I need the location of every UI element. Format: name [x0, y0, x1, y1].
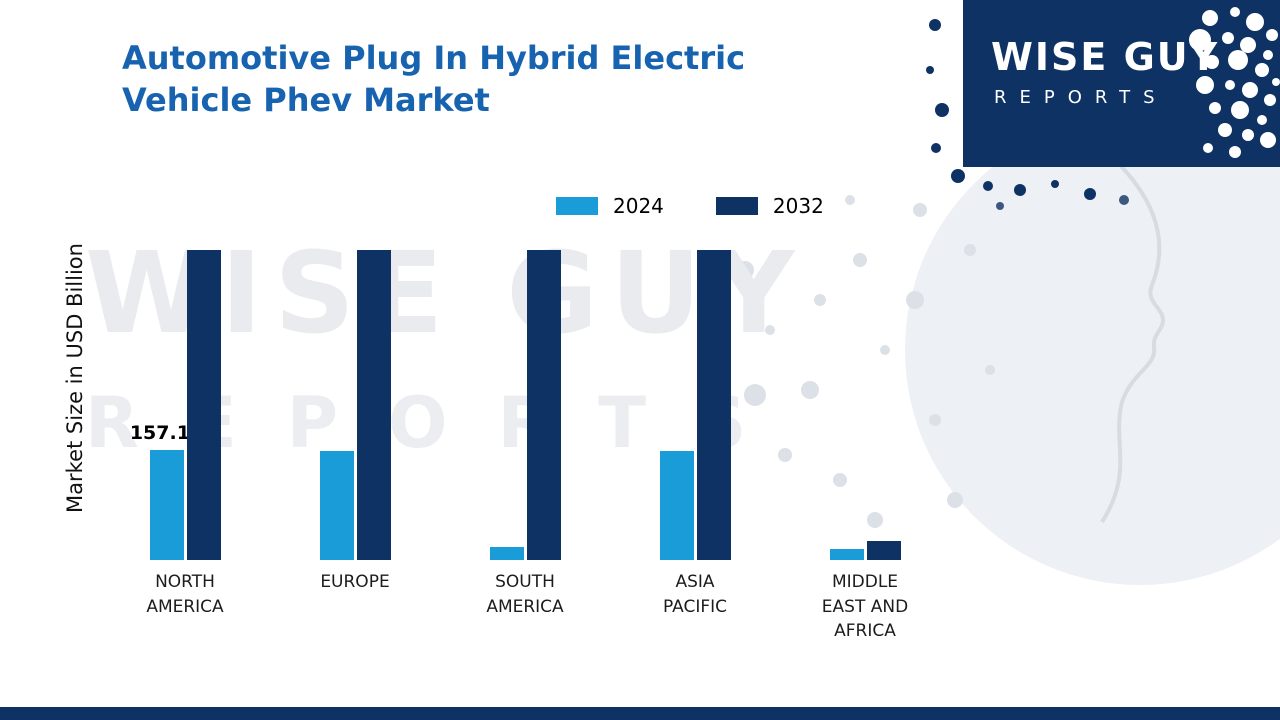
category-label: SOUTH AMERICA [486, 572, 564, 617]
category-label: NORTH AMERICA [146, 572, 224, 617]
logo-subtitle: REPORTS [994, 87, 1168, 108]
y-axis-label: Market Size in USD Billion [63, 243, 87, 513]
legend-item-2032: 2032 [715, 194, 824, 218]
legend-swatch-2032 [715, 197, 758, 215]
legend-label-2032: 2032 [772, 194, 824, 218]
category-label: EUROPE [320, 572, 390, 592]
wise-guy-reports-logo: WISE GUY REPORTS [963, 0, 1280, 167]
bar-2032-asia-pacific [696, 250, 731, 560]
bar-2032-south-america [526, 250, 561, 560]
bar-2024-europe [319, 451, 354, 560]
logo-text: WISE GUY REPORTS [991, 38, 1219, 107]
bar-2024-asia-pacific [659, 451, 694, 560]
footer-bar [0, 707, 1280, 720]
legend-label-2024: 2024 [613, 194, 664, 218]
chart-title: Automotive Plug In Hybrid Electric Vehic… [122, 39, 746, 119]
bar-group-europe: EUROPE [319, 238, 391, 592]
logo-name: WISE GUY [991, 35, 1220, 79]
bar-2032-europe [356, 250, 391, 560]
bar-value-label: 157.13 [129, 422, 204, 444]
category-label: MIDDLE EAST AND AFRICA [821, 572, 909, 642]
bar-2024-south-america [489, 547, 524, 560]
background-head-watermark [736, 19, 1280, 585]
category-label: ASIA PACIFIC [662, 572, 728, 617]
legend: 2024 2032 [556, 194, 824, 218]
bar-group-south-america: SOUTH AMERICA [486, 238, 564, 617]
bar-2024-middle-east-and-africa [829, 549, 864, 560]
legend-item-2024: 2024 [556, 194, 664, 218]
face-profile-outline-icon [1100, 163, 1165, 524]
bar-group-north-america: 157.13 NORTH AMERICA [130, 238, 224, 617]
bar-group-middle-east-and-africa: MIDDLE EAST AND AFRICA [822, 238, 908, 641]
plot-area: 157.13 NORTH AMERICA EUROPE SOUTH AMERICA AS… [130, 238, 908, 641]
bar-2032-north-america [186, 250, 221, 560]
bar-2032-middle-east-and-africa [866, 541, 901, 560]
legend-swatch-2024 [556, 197, 598, 215]
bar-2024-north-america: 157.13 [130, 422, 203, 560]
logo-face-dots-icon [1189, 7, 1280, 158]
bar-group-asia-pacific: ASIA PACIFIC [659, 238, 731, 617]
